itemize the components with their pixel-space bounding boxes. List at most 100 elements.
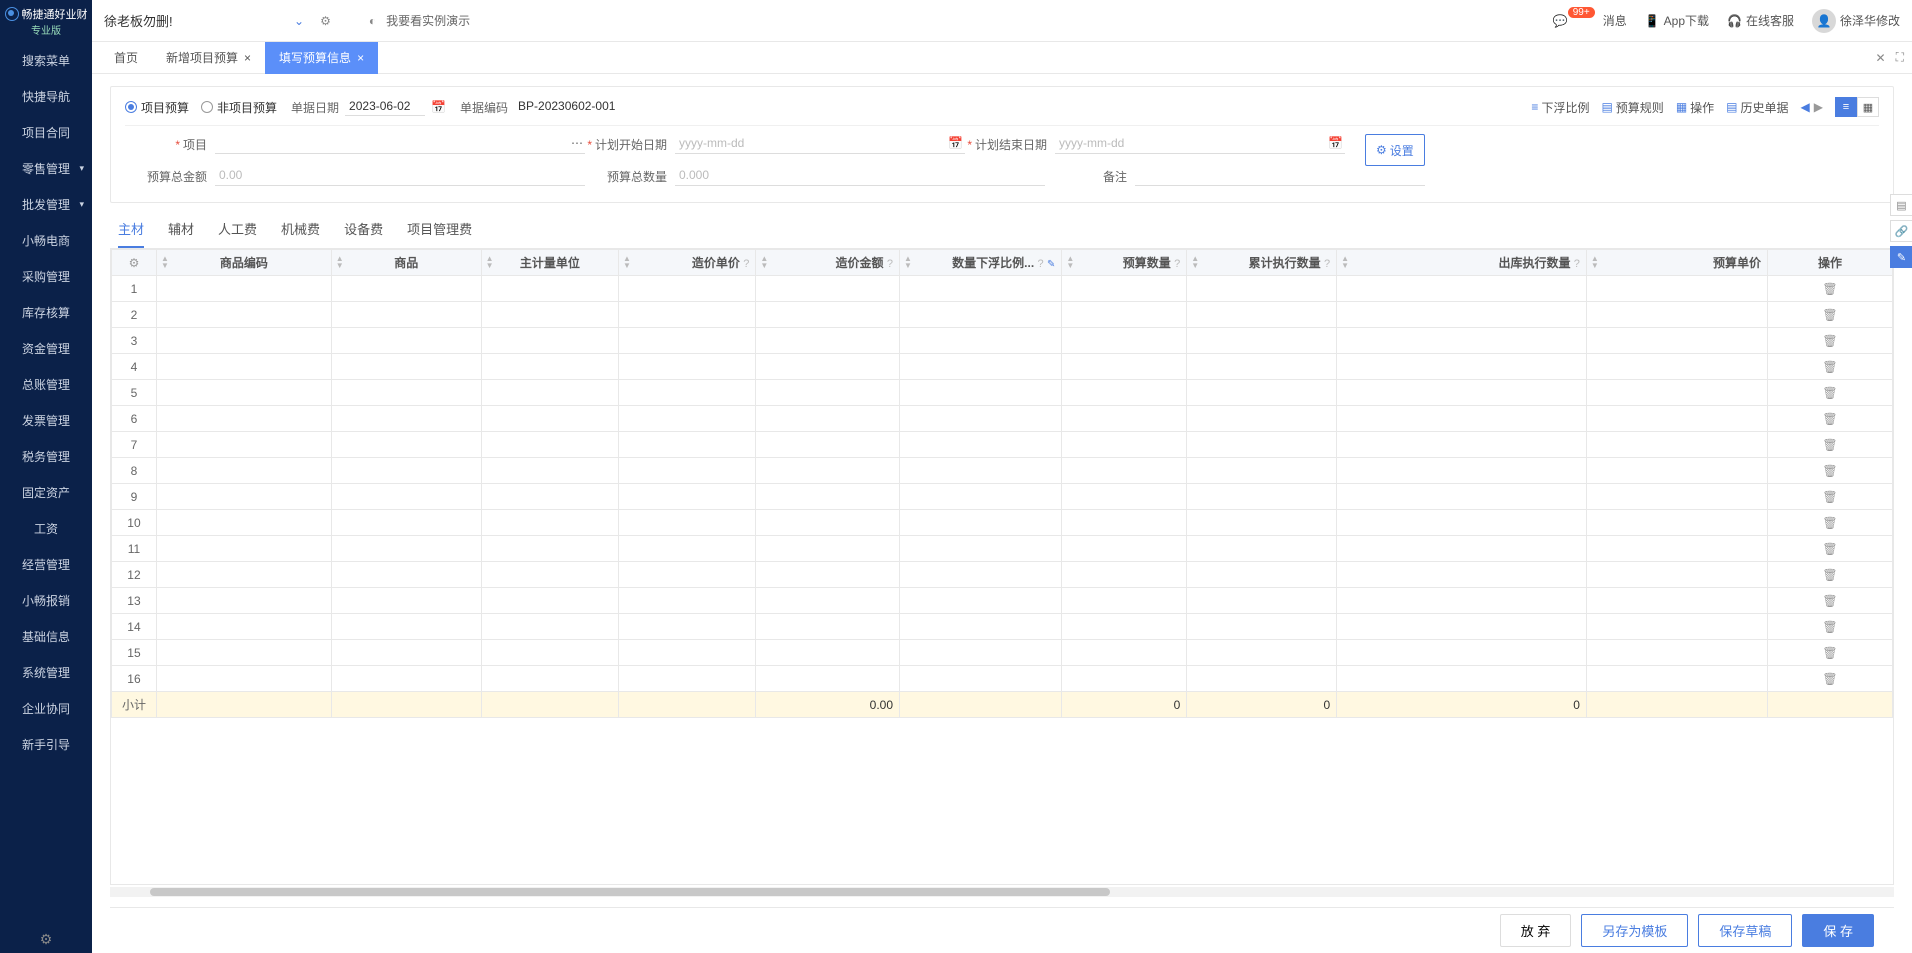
calendar-icon[interactable]: 📅 — [1328, 136, 1343, 150]
sidebar-item-0[interactable]: 搜索菜单 — [0, 42, 92, 78]
save-draft-button[interactable]: 保存草稿 — [1698, 914, 1792, 947]
column-header-5[interactable]: ▲▼造价金额 ? — [756, 250, 900, 276]
help-icon[interactable]: ? — [1324, 258, 1330, 270]
side-tool-2[interactable]: 🔗 — [1890, 220, 1912, 242]
tab-new-project-budget[interactable]: 新增项目预算 × — [152, 42, 265, 74]
table-row[interactable]: 9🗑 — [112, 484, 1893, 510]
discard-button[interactable]: 放 弃 — [1500, 914, 1572, 947]
radio-project-budget[interactable]: 项目预算 — [125, 99, 189, 116]
table-row[interactable]: 13🗑 — [112, 588, 1893, 614]
column-header-9[interactable]: ▲▼出库执行数量 ? — [1337, 250, 1587, 276]
sidebar-item-17[interactable]: 系统管理 — [0, 654, 92, 690]
calendar-icon[interactable]: 📅 — [431, 100, 446, 114]
next-icon[interactable]: ▶ — [1814, 100, 1823, 114]
gear-icon[interactable]: ⚙ — [129, 256, 140, 270]
table-row[interactable]: 8🗑 — [112, 458, 1893, 484]
sidebar-item-13[interactable]: 工资 — [0, 510, 92, 546]
delete-icon[interactable]: 🗑 — [1822, 386, 1837, 400]
operation-link[interactable]: ▦操作 — [1676, 99, 1714, 116]
delete-icon[interactable]: 🗑 — [1822, 594, 1837, 608]
project-input[interactable]: ⋯ — [215, 134, 585, 154]
more-icon[interactable]: ⋯ — [571, 136, 583, 150]
delete-icon[interactable]: 🗑 — [1822, 490, 1837, 504]
sidebar-item-15[interactable]: 小畅报销 — [0, 582, 92, 618]
delete-icon[interactable]: 🗑 — [1822, 360, 1837, 374]
delete-icon[interactable]: 🗑 — [1822, 672, 1837, 686]
help-icon[interactable]: ? — [743, 258, 749, 270]
close-icon[interactable]: × — [244, 51, 251, 65]
delete-icon[interactable]: 🗑 — [1822, 308, 1837, 322]
startdate-input[interactable]: yyyy-mm-dd📅 — [675, 134, 965, 154]
help-icon[interactable]: ? — [1574, 258, 1580, 270]
column-header-2[interactable]: ▲▼商品 — [331, 250, 481, 276]
table-row[interactable]: 4🗑 — [112, 354, 1893, 380]
budget-rule-link[interactable]: ▤预算规则 — [1601, 99, 1663, 116]
sidebar-item-5[interactable]: 小畅电商 — [0, 222, 92, 258]
column-header-11[interactable]: 操作 — [1768, 250, 1893, 276]
sidebar-item-14[interactable]: 经营管理 — [0, 546, 92, 582]
save-as-template-button[interactable]: 另存为模板 — [1581, 914, 1688, 947]
history-link[interactable]: ▤历史单据 — [1726, 99, 1788, 116]
sidebar-item-7[interactable]: 库存核算 — [0, 294, 92, 330]
table-row[interactable]: 1🗑 — [112, 276, 1893, 302]
delete-icon[interactable]: 🗑 — [1822, 568, 1837, 582]
prev-icon[interactable]: ◀ — [1801, 100, 1810, 114]
tab-home[interactable]: 首页 — [100, 42, 152, 74]
sidebar-item-12[interactable]: 固定资产 — [0, 474, 92, 510]
table-row[interactable]: 6🗑 — [112, 406, 1893, 432]
column-header-3[interactable]: ▲▼主计量单位 — [481, 250, 618, 276]
table-row[interactable]: 15🗑 — [112, 640, 1893, 666]
sidebar-item-10[interactable]: 发票管理 — [0, 402, 92, 438]
delete-icon[interactable]: 🗑 — [1822, 334, 1837, 348]
sidebar-item-3[interactable]: 零售管理 — [0, 150, 92, 186]
sidebar-item-4[interactable]: 批发管理 — [0, 186, 92, 222]
delete-icon[interactable]: 🗑 — [1822, 282, 1837, 296]
table-row[interactable]: 7🗑 — [112, 432, 1893, 458]
demo-link[interactable]: 我要看实例演示 — [386, 12, 470, 29]
view-card-toggle[interactable]: ▦ — [1857, 97, 1879, 117]
column-header-0[interactable]: ⚙ — [112, 250, 157, 276]
chevron-down-icon[interactable]: ⌄ — [294, 14, 304, 28]
delete-icon[interactable]: 🗑 — [1822, 412, 1837, 426]
delete-icon[interactable]: 🗑 — [1822, 464, 1837, 478]
delete-icon[interactable]: 🗑 — [1822, 438, 1837, 452]
help-icon[interactable]: ? — [887, 258, 893, 270]
remark-input[interactable] — [1135, 166, 1425, 186]
user-menu[interactable]: 👤 徐泽华修改 — [1812, 9, 1900, 33]
category-tab-0[interactable]: 主材 — [118, 211, 144, 248]
tab-fill-budget-info[interactable]: 填写预算信息 × — [265, 42, 378, 74]
config-button[interactable]: ⚙ 设置 — [1365, 134, 1425, 166]
table-row[interactable]: 10🗑 — [112, 510, 1893, 536]
category-tab-4[interactable]: 设备费 — [344, 211, 383, 248]
table-row[interactable]: 3🗑 — [112, 328, 1893, 354]
side-tool-3[interactable]: ✎ — [1890, 246, 1912, 268]
table-row[interactable]: 11🗑 — [112, 536, 1893, 562]
sidebar-item-16[interactable]: 基础信息 — [0, 618, 92, 654]
sidebar-item-8[interactable]: 资金管理 — [0, 330, 92, 366]
float-ratio-link[interactable]: ≡下浮比例 — [1531, 99, 1589, 116]
category-tab-5[interactable]: 项目管理费 — [407, 211, 472, 248]
column-header-4[interactable]: ▲▼造价单价 ? — [619, 250, 756, 276]
sidebar-item-6[interactable]: 采购管理 — [0, 258, 92, 294]
sidebar-item-18[interactable]: 企业协同 — [0, 690, 92, 726]
delete-icon[interactable]: 🗑 — [1822, 542, 1837, 556]
sidebar-item-2[interactable]: 项目合同 — [0, 114, 92, 150]
delete-icon[interactable]: 🗑 — [1822, 516, 1837, 530]
table-row[interactable]: 12🗑 — [112, 562, 1893, 588]
column-header-1[interactable]: ▲▼商品编码 — [156, 250, 331, 276]
sidebar-item-9[interactable]: 总账管理 — [0, 366, 92, 402]
calendar-icon[interactable]: 📅 — [948, 136, 963, 150]
side-tool-1[interactable]: ▤ — [1890, 194, 1912, 216]
billdate-value[interactable]: 2023-06-02 — [345, 99, 425, 116]
sidebar-item-1[interactable]: 快捷导航 — [0, 78, 92, 114]
delete-icon[interactable]: 🗑 — [1822, 646, 1837, 660]
category-tab-3[interactable]: 机械费 — [281, 211, 320, 248]
sidebar-item-19[interactable]: 新手引导 — [0, 726, 92, 762]
horizontal-scrollbar[interactable] — [110, 887, 1894, 897]
help-icon[interactable]: ? — [1038, 258, 1044, 270]
column-header-6[interactable]: ▲▼数量下浮比例... ? ✎ — [900, 250, 1062, 276]
close-all-icon[interactable]: ✕ — [1876, 51, 1886, 65]
fullscreen-icon[interactable]: ⛶ — [1896, 50, 1904, 65]
close-icon[interactable]: × — [357, 51, 364, 65]
category-tab-1[interactable]: 辅材 — [168, 211, 194, 248]
